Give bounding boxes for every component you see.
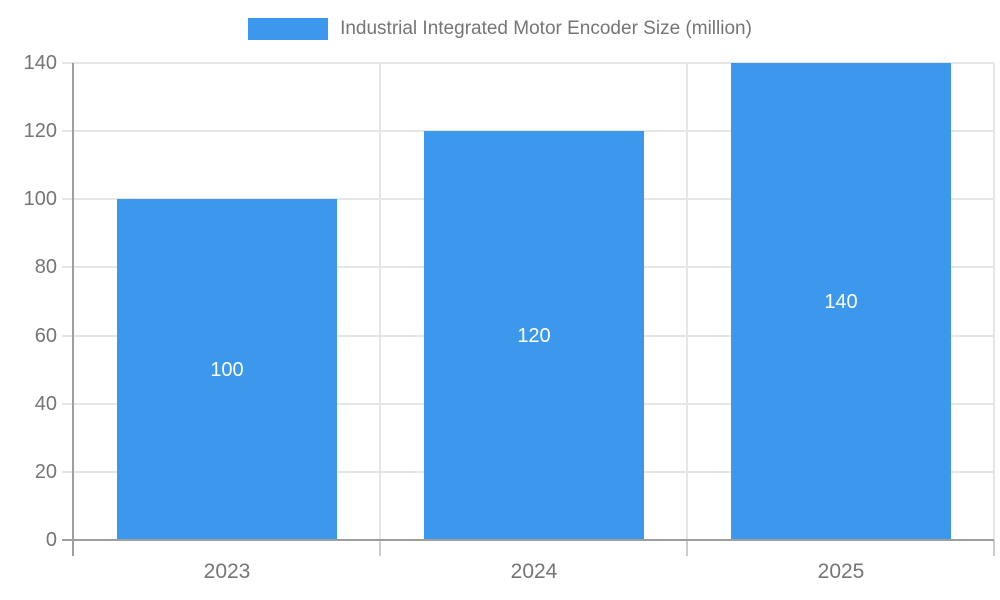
x-axis-tick bbox=[379, 540, 381, 556]
y-axis-tick bbox=[62, 62, 73, 64]
legend: Industrial Integrated Motor Encoder Size… bbox=[0, 18, 1000, 40]
gridline-vertical bbox=[993, 63, 995, 540]
x-axis-line bbox=[62, 539, 994, 541]
y-axis-tick-label: 80 bbox=[34, 256, 57, 278]
y-axis-tick-label: 20 bbox=[34, 461, 57, 483]
bar-value-label: 120 bbox=[517, 325, 551, 347]
bar[interactable] bbox=[117, 199, 337, 540]
y-axis-tick-label: 140 bbox=[23, 52, 57, 74]
y-axis-tick bbox=[62, 335, 73, 337]
bar-value-label: 140 bbox=[824, 291, 858, 313]
legend-item[interactable]: Industrial Integrated Motor Encoder Size… bbox=[248, 18, 752, 40]
y-axis-tick-label: 60 bbox=[34, 325, 57, 347]
gridline-vertical bbox=[686, 63, 688, 540]
x-axis-category-label: 2023 bbox=[203, 560, 251, 583]
bar[interactable] bbox=[424, 131, 644, 540]
y-axis-tick bbox=[62, 198, 73, 200]
y-axis-tick-label: 0 bbox=[45, 529, 57, 551]
x-axis-tick bbox=[686, 540, 688, 556]
y-axis-tick bbox=[62, 266, 73, 268]
gridline-vertical bbox=[379, 63, 381, 540]
gridline-horizontal bbox=[73, 62, 994, 64]
bar-value-label: 100 bbox=[210, 359, 244, 381]
y-axis-line bbox=[72, 63, 74, 556]
x-axis-tick bbox=[993, 540, 995, 556]
y-axis-tick bbox=[62, 130, 73, 132]
y-axis-tick-label: 100 bbox=[23, 188, 57, 210]
y-axis-tick bbox=[62, 403, 73, 405]
y-axis-tick bbox=[62, 471, 73, 473]
y-axis-tick-label: 40 bbox=[34, 393, 57, 415]
x-axis-category-label: 2024 bbox=[510, 560, 558, 583]
legend-swatch-icon bbox=[248, 18, 329, 40]
legend-label: Industrial Integrated Motor Encoder Size… bbox=[340, 18, 752, 39]
y-axis-tick-label: 120 bbox=[23, 120, 57, 142]
x-axis-category-label: 2025 bbox=[817, 560, 865, 583]
bar[interactable] bbox=[731, 63, 951, 540]
